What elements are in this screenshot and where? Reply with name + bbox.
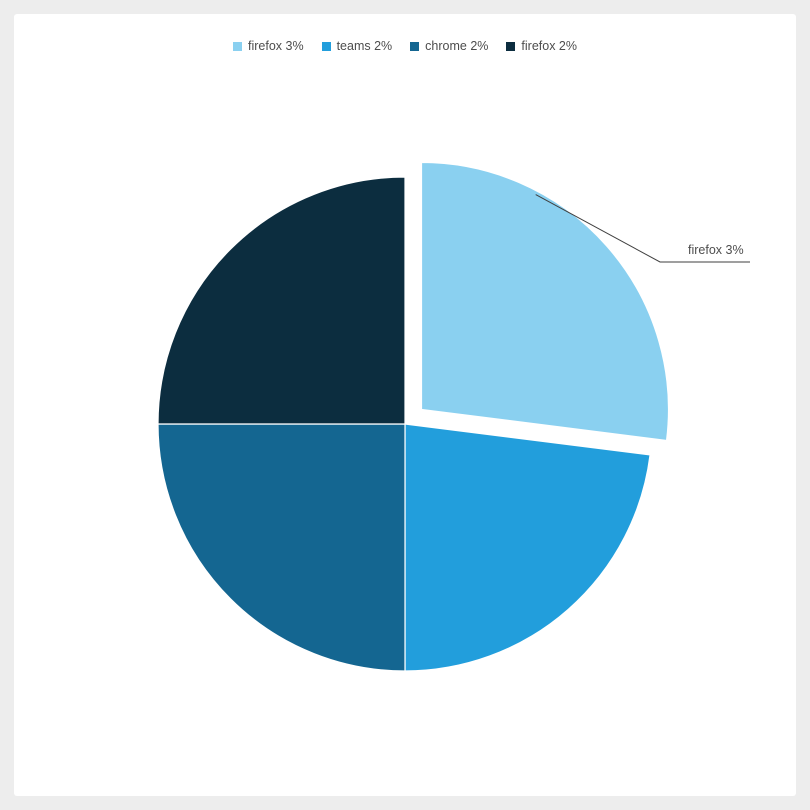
- pie-callout-group: firefox 3%: [535, 194, 750, 263]
- pie-slice-2[interactable]: [157, 423, 406, 672]
- legend-label-firefox-2: firefox 2%: [521, 39, 577, 53]
- pie-chart-svg: firefox 3%: [157, 161, 750, 672]
- legend-label-chrome-2: chrome 2%: [425, 39, 489, 53]
- legend-label-firefox-3: firefox 3%: [247, 39, 304, 53]
- callout-leader-line: [535, 194, 750, 263]
- pie-chart-area: firefox 3%: [14, 14, 796, 796]
- chart-legend: firefox 3% teams 2% chrome 2% firefox 2%: [14, 40, 796, 53]
- chart-card: firefox 3% teams 2% chrome 2% firefox 2%…: [14, 14, 796, 796]
- legend-item-firefox-3[interactable]: firefox 3%: [232, 39, 304, 53]
- pie-slice-0[interactable]: [420, 161, 670, 442]
- legend-item-firefox-2[interactable]: firefox 2%: [506, 40, 577, 53]
- legend-swatch-teams-2-icon: [321, 41, 331, 51]
- pie-slice-1[interactable]: [404, 423, 651, 672]
- legend-item-chrome-2[interactable]: chrome 2%: [410, 40, 488, 53]
- callout-label-firefox-3: firefox 3%: [688, 243, 744, 257]
- legend-swatch-chrome-2-icon: [410, 41, 420, 51]
- legend-item-teams-2[interactable]: teams 2%: [321, 39, 393, 53]
- legend-swatch-firefox-2-icon: [506, 41, 516, 51]
- legend-swatch-firefox-3-icon: [232, 41, 242, 51]
- pie-slice-3[interactable]: [157, 176, 406, 425]
- pie-slice-group: [157, 161, 670, 672]
- legend-label-teams-2: teams 2%: [336, 39, 393, 53]
